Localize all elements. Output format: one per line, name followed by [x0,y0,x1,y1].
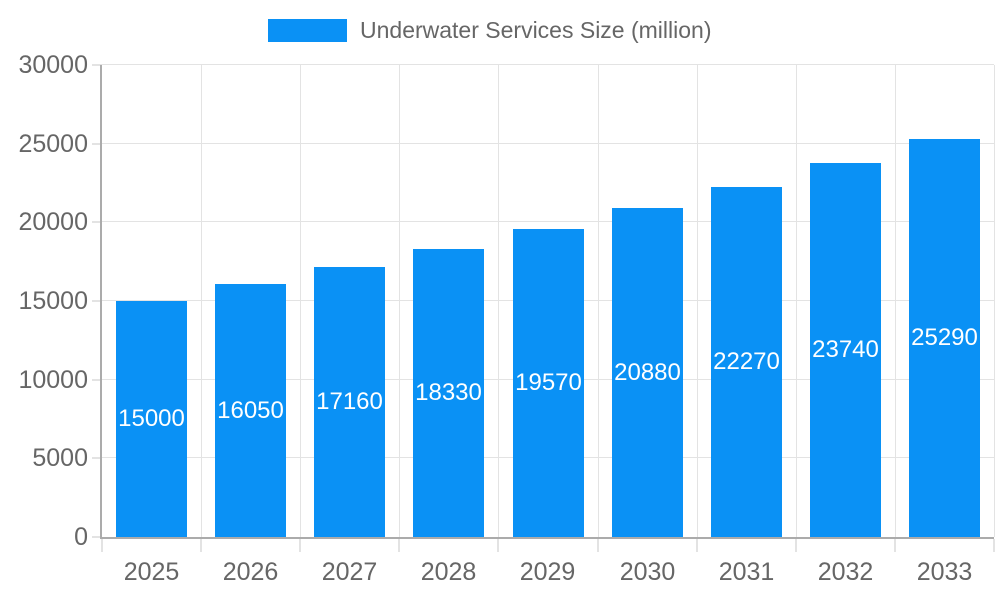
x-tick-label: 2025 [123,558,180,586]
gridline-vertical [399,65,400,537]
x-tick-label: 2028 [420,558,477,586]
bar-2032[interactable] [810,163,881,537]
x-axis-tick [497,539,499,552]
gridline-vertical [895,65,896,537]
legend-swatch [268,19,347,42]
bar-2026[interactable] [215,284,286,537]
y-axis-tick [92,536,102,538]
gridline-horizontal [102,143,994,144]
x-axis-tick [299,539,301,552]
y-axis-tick [92,64,102,66]
x-tick-label: 2030 [619,558,676,586]
x-tick-label: 2031 [718,558,775,586]
x-axis-tick [597,539,599,552]
gridline-vertical [598,65,599,537]
legend-label: Underwater Services Size (million) [360,17,712,43]
y-tick-label: 25000 [18,130,88,158]
x-axis-line [100,537,994,539]
gridline-horizontal [102,221,994,222]
x-axis-tick [101,539,103,552]
y-axis-tick [92,457,102,459]
x-axis-tick [894,539,896,552]
y-tick-label: 0 [74,523,88,551]
x-tick-label: 2032 [817,558,874,586]
bar-2033[interactable] [909,139,980,537]
y-tick-label: 30000 [18,51,88,79]
y-tick-label: 10000 [18,366,88,394]
x-axis-tick [200,539,202,552]
bar-2031[interactable] [711,187,782,537]
x-axis-tick [696,539,698,552]
gridline-vertical [498,65,499,537]
bar-2028[interactable] [413,249,484,537]
y-axis-line [100,65,102,539]
gridline-vertical [697,65,698,537]
gridline-vertical [300,65,301,537]
gridline-vertical [994,65,995,537]
y-axis-tick [92,221,102,223]
y-tick-label: 5000 [32,444,88,472]
x-axis-tick [993,539,995,552]
x-tick-label: 2027 [321,558,378,586]
y-axis-tick [92,379,102,381]
x-tick-label: 2026 [222,558,279,586]
gridline-vertical [796,65,797,537]
x-axis-tick [795,539,797,552]
y-tick-label: 20000 [18,208,88,236]
y-tick-label: 15000 [18,287,88,315]
bar-2025[interactable] [116,301,187,537]
gridline-horizontal [102,64,994,65]
y-axis-tick [92,143,102,145]
bar-2027[interactable] [314,267,385,537]
x-axis-tick [398,539,400,552]
gridline-vertical [201,65,202,537]
bar-2030[interactable] [612,208,683,537]
bar-2029[interactable] [513,229,584,537]
x-tick-label: 2033 [916,558,973,586]
y-axis-tick [92,300,102,302]
legend-item[interactable]: Underwater Services Size (million) [268,19,712,42]
x-tick-label: 2029 [519,558,576,586]
